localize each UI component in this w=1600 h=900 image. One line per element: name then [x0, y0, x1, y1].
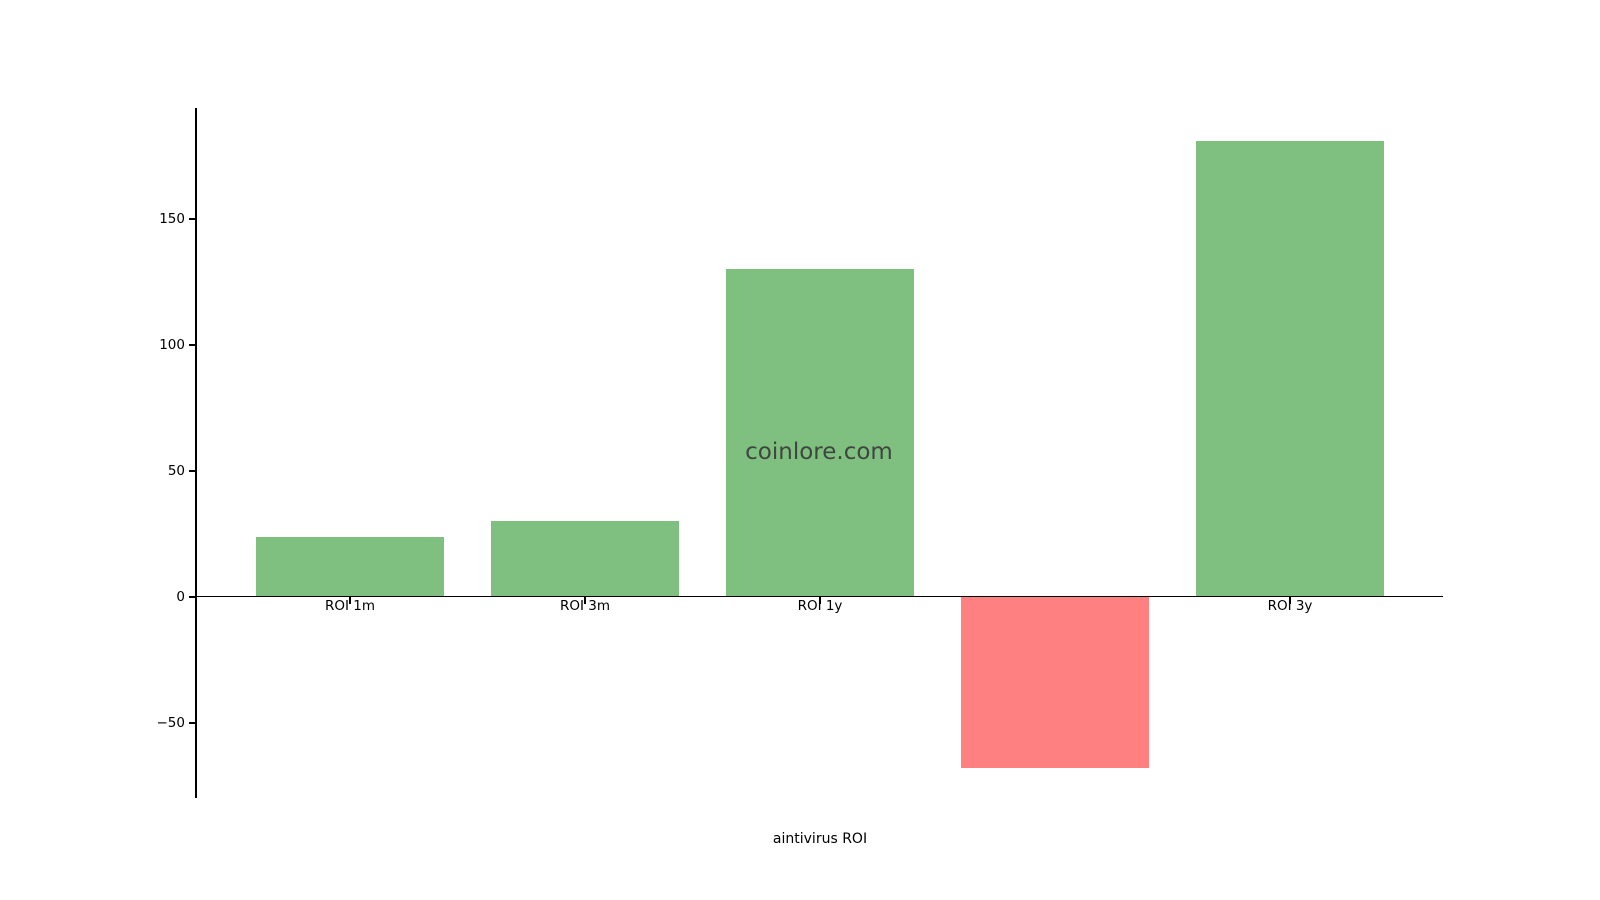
y-tick-mark — [189, 344, 196, 346]
y-axis-line — [195, 108, 197, 798]
x-tick-mark — [819, 597, 821, 604]
x-tick-mark — [584, 597, 586, 604]
y-tick-label: 50 — [167, 462, 185, 479]
bar-unlabeled — [961, 597, 1149, 769]
x-tick-label: ROI 1m — [324, 598, 376, 614]
y-tick-mark — [189, 722, 196, 724]
y-tick-label: 0 — [176, 588, 185, 605]
x-tick-mark — [349, 597, 351, 604]
y-tick-label: −50 — [156, 714, 186, 731]
bar-roi-1y — [726, 269, 914, 597]
x-tick-label: ROI 3m — [559, 598, 611, 614]
bar-roi-3y — [1196, 140, 1384, 597]
y-tick-mark — [189, 218, 196, 220]
watermark: coinlore.com — [745, 439, 893, 465]
bar-roi-3m — [491, 521, 679, 597]
x-axis-line — [195, 595, 1443, 598]
y-tick-mark — [189, 470, 196, 472]
x-axis-title: aintivirus ROI — [772, 831, 868, 847]
x-tick-mark — [1289, 597, 1291, 604]
y-tick-label: 100 — [159, 336, 185, 353]
x-tick-label: ROI 1y — [797, 598, 843, 614]
y-tick-mark — [189, 596, 196, 598]
bar-roi-1m — [256, 536, 444, 597]
x-tick-label: ROI 3y — [1267, 598, 1313, 614]
y-tick-label: 150 — [159, 210, 185, 227]
